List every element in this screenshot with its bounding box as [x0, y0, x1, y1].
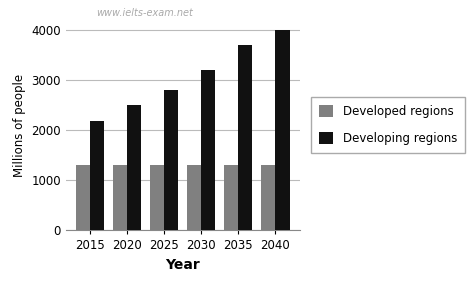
- Bar: [91, 121, 105, 230]
- Bar: [165, 90, 179, 230]
- X-axis label: Year: Year: [166, 258, 200, 272]
- Bar: [151, 165, 165, 230]
- Bar: [224, 165, 238, 230]
- Legend: Developed regions, Developing regions: Developed regions, Developing regions: [311, 97, 465, 153]
- Bar: [238, 45, 252, 230]
- Bar: [187, 165, 201, 230]
- Y-axis label: Millions of people: Millions of people: [13, 74, 26, 176]
- Bar: [261, 165, 275, 230]
- Bar: [275, 30, 289, 230]
- Bar: [128, 105, 142, 230]
- Text: www.ielts-exam.net: www.ielts-exam.net: [96, 8, 193, 17]
- Bar: [113, 165, 128, 230]
- Bar: [76, 165, 91, 230]
- Bar: [201, 70, 215, 230]
